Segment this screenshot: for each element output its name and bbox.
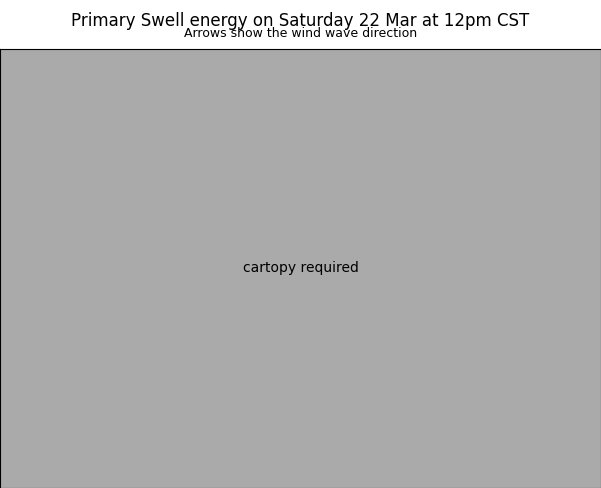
Text: Primary Swell energy on Saturday 22 Mar at 12pm CST: Primary Swell energy on Saturday 22 Mar …: [72, 12, 529, 30]
Text: Arrows show the wind wave direction: Arrows show the wind wave direction: [184, 27, 417, 40]
Text: cartopy required: cartopy required: [243, 262, 358, 275]
